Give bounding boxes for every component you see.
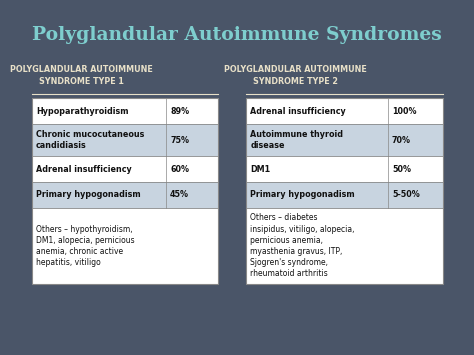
Bar xyxy=(246,124,443,156)
Text: DM1: DM1 xyxy=(250,165,270,174)
Bar xyxy=(32,208,218,284)
Text: Others – hypothyroidism,
DM1, alopecia, pernicious
anemia, chronic active
hepati: Others – hypothyroidism, DM1, alopecia, … xyxy=(36,224,135,267)
Text: Hypoparathyroidism: Hypoparathyroidism xyxy=(36,106,128,116)
Text: Adrenal insufficiency: Adrenal insufficiency xyxy=(36,165,132,174)
Text: 100%: 100% xyxy=(392,106,417,116)
Text: 75%: 75% xyxy=(170,136,189,145)
Text: Primary hypogonadism: Primary hypogonadism xyxy=(250,190,355,200)
Text: 45%: 45% xyxy=(170,190,189,200)
Text: Autoimmune thyroid
disease: Autoimmune thyroid disease xyxy=(250,130,343,150)
Text: POLYGLANDULAR AUTOIMMUNE
SYNDROME TYPE 2: POLYGLANDULAR AUTOIMMUNE SYNDROME TYPE 2 xyxy=(224,65,366,86)
Bar xyxy=(246,156,443,182)
Text: Adrenal insufficiency: Adrenal insufficiency xyxy=(250,106,346,116)
Bar xyxy=(32,124,218,156)
Bar xyxy=(246,182,443,208)
Text: POLYGLANDULAR AUTOIMMUNE
SYNDROME TYPE 1: POLYGLANDULAR AUTOIMMUNE SYNDROME TYPE 1 xyxy=(9,65,152,86)
Text: 60%: 60% xyxy=(170,165,189,174)
Text: 50%: 50% xyxy=(392,165,411,174)
Text: Polyglandular Autoimmune Syndromes: Polyglandular Autoimmune Syndromes xyxy=(32,26,442,44)
Bar xyxy=(32,156,218,182)
Text: 5-50%: 5-50% xyxy=(392,190,419,200)
Bar xyxy=(246,98,443,124)
Bar xyxy=(246,208,443,284)
Text: 89%: 89% xyxy=(170,106,189,116)
Bar xyxy=(246,98,443,284)
Text: Chronic mucocutaneous
candidiasis: Chronic mucocutaneous candidiasis xyxy=(36,130,145,150)
Bar xyxy=(32,182,218,208)
Text: Others – diabetes
insipidus, vitiligo, alopecia,
pernicious anemia,
myasthenia g: Others – diabetes insipidus, vitiligo, a… xyxy=(250,213,355,278)
Text: Primary hypogonadism: Primary hypogonadism xyxy=(36,190,141,200)
Text: 70%: 70% xyxy=(392,136,411,145)
Bar xyxy=(32,98,218,124)
Bar xyxy=(32,98,218,284)
